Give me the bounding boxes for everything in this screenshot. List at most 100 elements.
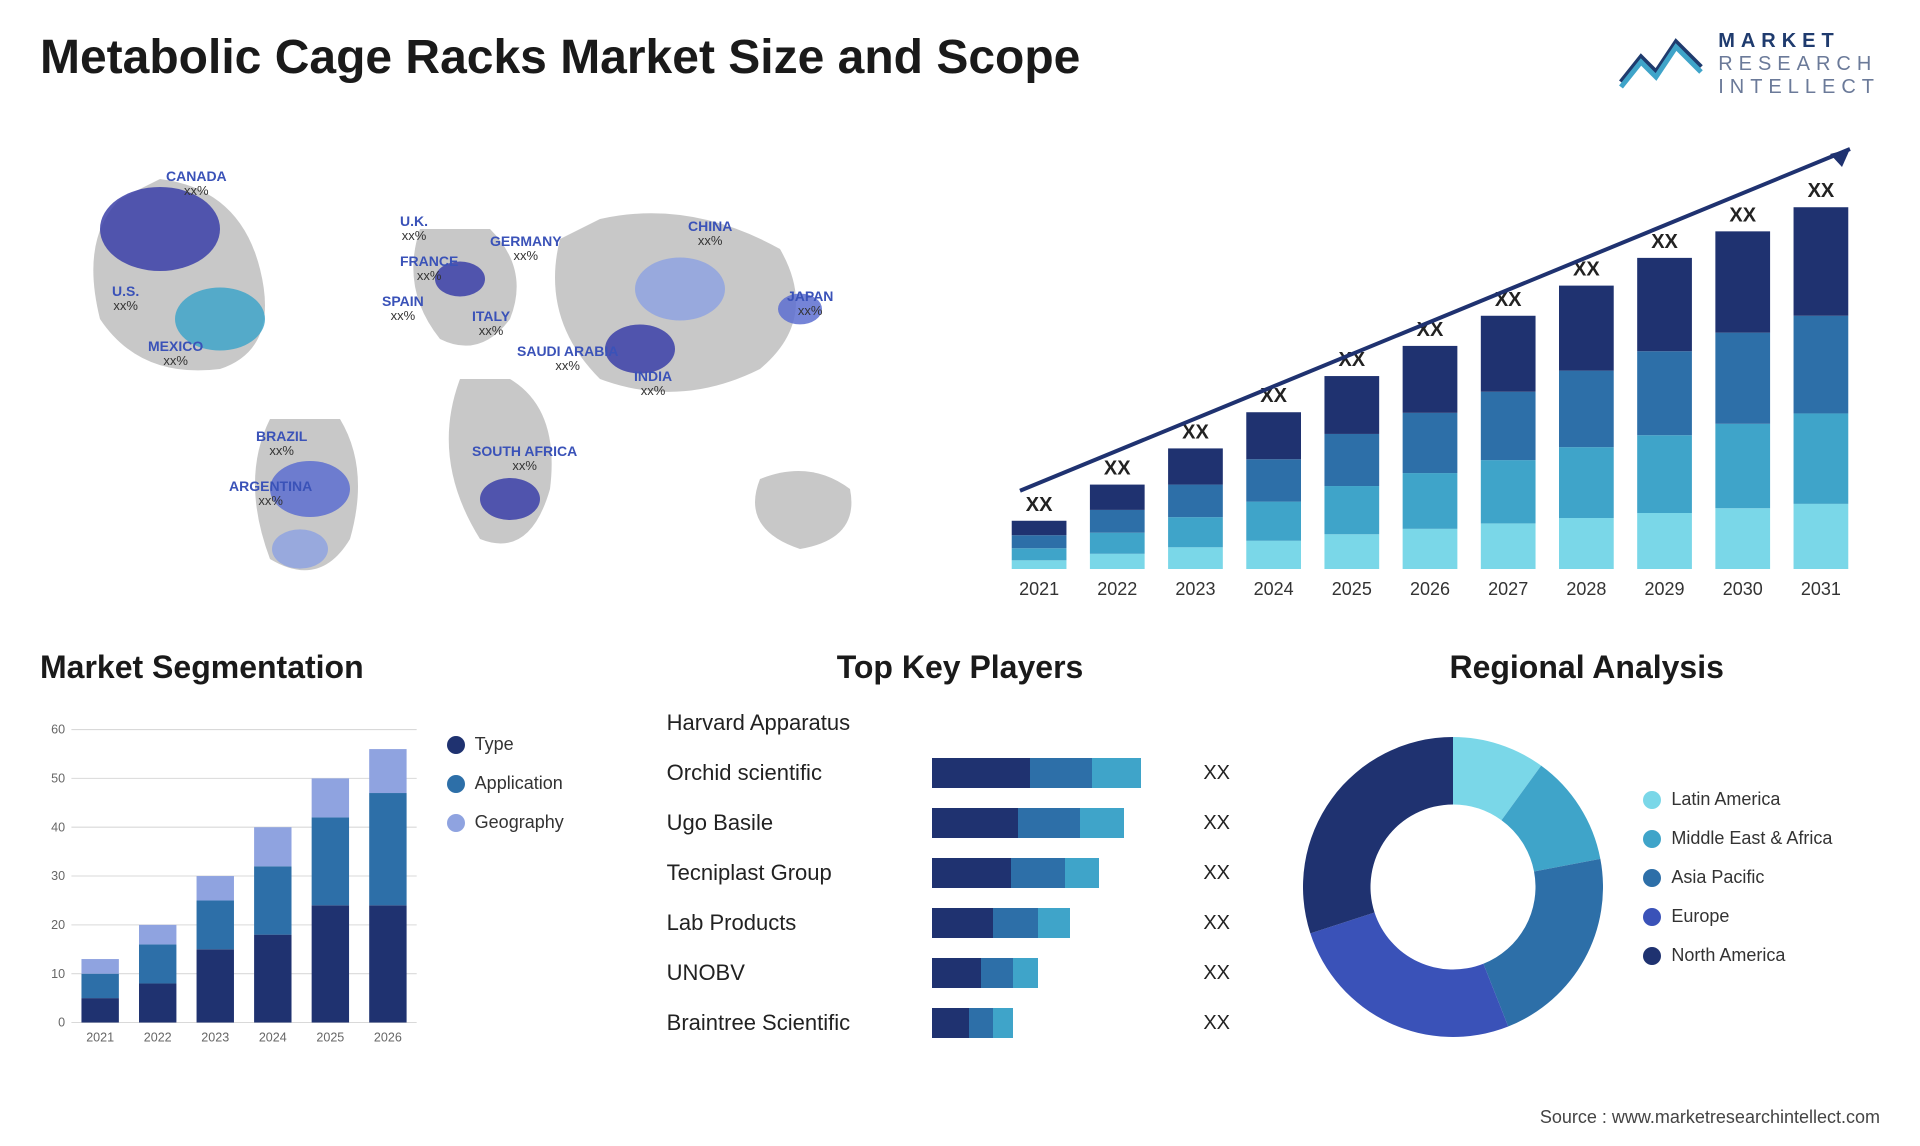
svg-text:2022: 2022 (144, 1030, 172, 1044)
map-label-south-africa: SOUTH AFRICAxx% (472, 444, 577, 474)
growth-bar-seg (1324, 534, 1379, 569)
world-map: CANADAxx%U.S.xx%MEXICOxx%BRAZILxx%ARGENT… (40, 119, 940, 619)
growth-bar-seg (1246, 412, 1301, 459)
growth-bar-seg (1168, 517, 1223, 547)
svg-text:2024: 2024 (259, 1030, 287, 1044)
growth-bar-seg (1559, 371, 1614, 448)
player-bar (932, 708, 1179, 738)
player-name: Lab Products (667, 910, 917, 936)
svg-text:20: 20 (51, 918, 65, 932)
growth-bar-seg (1090, 554, 1145, 569)
svg-text:2023: 2023 (1175, 579, 1215, 599)
growth-bar-seg (1794, 316, 1849, 414)
growth-bar-seg (1090, 485, 1145, 510)
player-row: Orchid scientific XX (667, 754, 1254, 792)
player-value: XX (1203, 762, 1253, 785)
growth-bar-seg (1012, 535, 1067, 548)
player-bar (932, 1008, 1179, 1038)
growth-bar-seg (1324, 434, 1379, 486)
donut-chart (1293, 727, 1613, 1047)
growth-bar-seg (1481, 523, 1536, 569)
player-row: Ugo BasileXX (667, 804, 1254, 842)
player-row: Harvard Apparatus (667, 704, 1254, 742)
source-text: Source : www.marketresearchintellect.com (1540, 1107, 1880, 1128)
growth-bar-chart: XX2021XX2022XX2023XX2024XX2025XX2026XX20… (980, 119, 1880, 619)
svg-text:2024: 2024 (1254, 579, 1294, 599)
growth-bar-seg (1794, 504, 1849, 569)
segmentation-legend: TypeApplicationGeography (447, 704, 627, 1069)
segmentation-chart: 0102030405060202120222023202420252026 (40, 704, 417, 1069)
segmentation-panel: Market Segmentation 01020304050602021202… (40, 649, 627, 1069)
map-label-germany: GERMANYxx% (490, 234, 562, 264)
svg-text:2030: 2030 (1723, 579, 1763, 599)
growth-bar-seg (1637, 258, 1692, 351)
growth-bar-seg (1403, 529, 1458, 569)
logo-line2: RESEARCH (1718, 53, 1880, 76)
svg-text:2022: 2022 (1097, 579, 1137, 599)
svg-text:0: 0 (58, 1016, 65, 1030)
growth-bar-seg (1012, 548, 1067, 560)
growth-bar-seg (1090, 533, 1145, 554)
svg-text:10: 10 (51, 967, 65, 981)
growth-bar-seg (1715, 231, 1770, 332)
growth-bar-seg (1715, 424, 1770, 508)
map-label-japan: JAPANxx% (787, 289, 833, 319)
growth-bar-seg (1090, 510, 1145, 533)
svg-text:XX: XX (1729, 204, 1756, 226)
growth-bar-seg (1246, 541, 1301, 569)
player-bar (932, 958, 1179, 988)
region-legend-item: North America (1643, 945, 1880, 966)
svg-text:2031: 2031 (1801, 579, 1841, 599)
logo-line3: INTELLECT (1718, 76, 1880, 99)
map-label-u-s-: U.S.xx% (112, 284, 139, 314)
player-row: Braintree ScientificXX (667, 1004, 1254, 1042)
bottom-row: Market Segmentation 01020304050602021202… (40, 649, 1880, 1069)
svg-text:50: 50 (51, 772, 65, 786)
player-value: XX (1203, 912, 1253, 935)
donut-slice (1484, 858, 1604, 1026)
svg-text:30: 30 (51, 869, 65, 883)
growth-bar-seg (1559, 447, 1614, 518)
map-label-brazil: BRAZILxx% (256, 429, 307, 459)
growth-bar-seg (1637, 435, 1692, 513)
donut-slice (1303, 737, 1453, 933)
svg-text:XX: XX (1104, 458, 1131, 480)
logo-text: MARKET RESEARCH INTELLECT (1718, 30, 1880, 99)
svg-text:2029: 2029 (1645, 579, 1685, 599)
player-value: XX (1203, 812, 1253, 835)
growth-bar-seg (1012, 560, 1067, 569)
player-value: XX (1203, 862, 1253, 885)
growth-bar-seg (1403, 346, 1458, 413)
growth-bar-seg (1794, 207, 1849, 316)
players-panel: Top Key Players Harvard ApparatusOrchid … (667, 649, 1254, 1069)
donut-legend: Latin AmericaMiddle East & AfricaAsia Pa… (1643, 789, 1880, 984)
map-label-u-k-: U.K.xx% (400, 214, 428, 244)
growth-bar-seg (1481, 392, 1536, 460)
svg-text:XX: XX (1026, 494, 1053, 516)
svg-text:2026: 2026 (1410, 579, 1450, 599)
region-legend-item: Europe (1643, 906, 1880, 927)
growth-bar-seg (1403, 413, 1458, 473)
player-row: UNOBVXX (667, 954, 1254, 992)
svg-text:XX: XX (1651, 231, 1678, 253)
page-title: Metabolic Cage Racks Market Size and Sco… (40, 30, 1080, 85)
segmentation-title: Market Segmentation (40, 649, 627, 686)
logo-icon (1616, 32, 1706, 97)
seg-legend-item: Application (447, 773, 627, 794)
player-bar (932, 908, 1179, 938)
player-bar (932, 758, 1179, 788)
svg-text:2023: 2023 (201, 1030, 229, 1044)
growth-bar-seg (1168, 547, 1223, 569)
growth-bar-seg (1559, 518, 1614, 569)
growth-bar-seg (1559, 286, 1614, 371)
svg-text:2021: 2021 (1019, 579, 1059, 599)
map-label-mexico: MEXICOxx% (148, 339, 203, 369)
growth-bar-seg (1637, 513, 1692, 569)
svg-text:2025: 2025 (316, 1030, 344, 1044)
growth-bar-seg (1246, 459, 1301, 501)
map-label-china: CHINAxx% (688, 219, 732, 249)
player-name: Orchid scientific (667, 760, 917, 786)
map-label-saudi-arabia: SAUDI ARABIAxx% (517, 344, 618, 374)
svg-text:2021: 2021 (86, 1030, 114, 1044)
top-row: CANADAxx%U.S.xx%MEXICOxx%BRAZILxx%ARGENT… (40, 119, 1880, 619)
